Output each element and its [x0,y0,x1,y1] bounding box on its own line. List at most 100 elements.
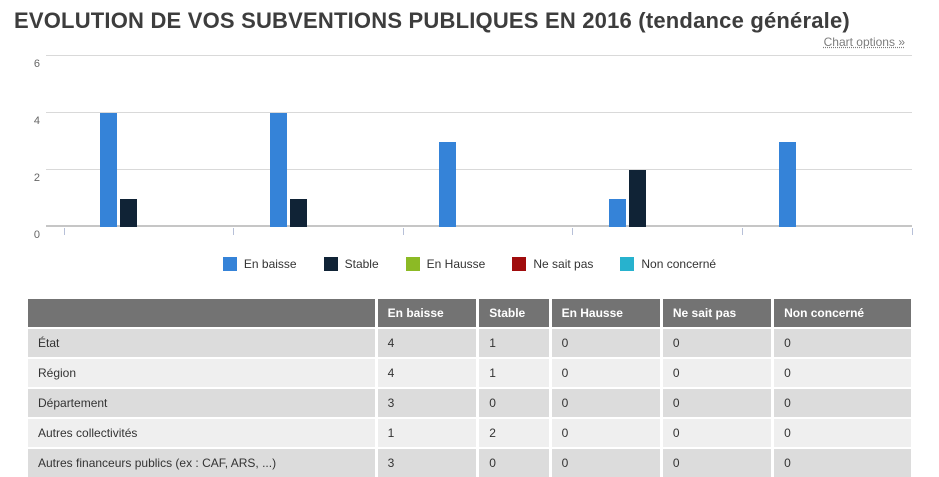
y-axis-tick-label: 0 [33,228,40,241]
legend-swatch-icon [512,257,527,271]
table-row: Autres financeurs publics (ex : CAF, ARS… [28,447,911,477]
legend-item[interactable]: Non concerné [620,257,716,271]
value-cell: 1 [479,357,552,387]
row-label-cell: Département [28,387,378,417]
chart-options-link[interactable]: Chart options » [823,35,905,49]
bar-slot [629,170,647,227]
gridline [46,169,912,170]
bar-group [403,56,573,227]
bar [289,198,307,227]
bar-slot [120,198,138,227]
bar-slot [269,113,287,227]
value-cell: 0 [774,327,911,357]
legend-label: En Hausse [426,257,486,271]
value-cell: 0 [479,447,552,477]
bar-slot [609,198,627,227]
plot-area [46,55,912,227]
bar [100,113,118,227]
x-axis-ticks [63,228,913,235]
table-header-cell: En Hausse [551,299,663,327]
row-label-cell: Autres financeurs publics (ex : CAF, ARS… [28,447,378,477]
table-header-cell: En baisse [377,299,480,327]
value-cell: 3 [377,387,480,417]
value-cell: 0 [774,417,911,447]
legend-swatch-icon [222,257,237,271]
gridline [46,55,912,56]
table-header-cell: Non concerné [774,299,911,327]
bar [269,113,287,227]
table-header-cell: Ne sait pas [662,299,775,327]
table-header-row: En baisse Stable En Hausse Ne sait pas Non c… [28,299,911,327]
x-axis-tick [911,228,913,235]
legend-item[interactable]: Ne sait pas [512,257,593,271]
x-axis-tick [572,228,574,235]
gridline [46,112,912,113]
bar-chart: 0 2 4 6 [34,54,913,241]
value-cell: 0 [774,387,911,417]
x-axis-tick [402,228,404,235]
table-header-cell [28,299,378,327]
legend-item[interactable]: En baisse [222,257,297,271]
bar [609,198,627,227]
bar-slot [439,141,457,227]
bar [120,198,138,227]
table-row: Département 3 0 0 0 0 [28,387,911,417]
value-cell: 2 [479,417,552,447]
legend-label: Stable [344,257,379,271]
chart-legend: En baisse Stable En Hausse Ne sait pas Non c… [14,256,925,272]
page-title: EVOLUTION DE VOS SUBVENTIONS PUBLIQUES E… [14,8,850,33]
value-cell: 0 [774,447,911,477]
row-label-cell: Région [28,357,378,387]
legend-label: En baisse [243,257,297,271]
value-cell: 4 [377,357,480,387]
bar-group [573,56,743,227]
table-row: État 4 1 0 0 0 [28,327,911,357]
legend-swatch-icon [620,257,635,271]
value-cell: 0 [774,357,911,387]
value-cell: 4 [377,327,480,357]
y-axis-tick-label: 2 [33,171,40,184]
value-cell: 1 [377,417,480,447]
bar-groups [64,56,912,227]
bar [629,170,647,227]
x-axis-tick [63,228,65,235]
row-label-cell: Autres collectivités [28,417,378,447]
legend-label: Non concerné [641,257,717,271]
value-cell: 0 [551,417,663,447]
x-axis-tick [741,228,743,235]
value-cell: 0 [662,417,775,447]
bar [778,141,796,227]
value-cell: 0 [551,387,663,417]
value-cell: 0 [551,327,663,357]
legend-item[interactable]: Stable [323,257,379,271]
y-axis-tick-label: 6 [33,57,40,70]
row-label-cell: État [28,327,378,357]
bar [439,141,457,227]
value-cell: 0 [479,387,552,417]
chart-options-row: Chart options » [14,35,925,50]
value-cell: 0 [551,357,663,387]
data-table: En baisse Stable En Hausse Ne sait pas Non c… [28,299,911,477]
bar-slot [289,198,307,227]
value-cell: 0 [662,327,775,357]
value-cell: 0 [662,447,775,477]
value-cell: 0 [662,357,775,387]
bar-slot [100,113,118,227]
bar-group [234,56,404,227]
bar-group [64,56,234,227]
value-cell: 1 [479,327,552,357]
table-row: Autres collectivités 1 2 0 0 0 [28,417,911,447]
table-row: Région 4 1 0 0 0 [28,357,911,387]
x-axis-tick [233,228,235,235]
table-header-cell: Stable [479,299,552,327]
value-cell: 0 [662,387,775,417]
bar-slot [778,141,796,227]
value-cell: 3 [377,447,480,477]
y-axis-tick-label: 4 [33,114,40,127]
legend-item[interactable]: En Hausse [405,257,486,271]
legend-swatch-icon [405,257,420,271]
gridline [46,225,912,227]
value-cell: 0 [551,447,663,477]
legend-swatch-icon [323,257,338,271]
